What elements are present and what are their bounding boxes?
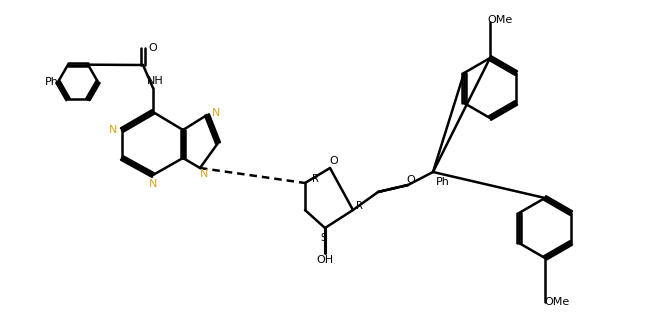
Text: O: O [330,156,338,166]
Text: O: O [149,43,157,53]
Text: O: O [407,175,415,185]
Text: OMe: OMe [545,297,569,307]
Text: N: N [149,179,157,189]
Text: Ph: Ph [436,177,450,187]
Text: N: N [109,125,117,135]
Text: N: N [200,169,208,179]
Text: S: S [320,233,326,243]
Text: OH: OH [317,255,334,265]
Text: NH: NH [147,76,163,86]
Text: OMe: OMe [487,15,513,25]
Text: Ph: Ph [45,77,59,87]
Text: R: R [356,201,362,211]
Text: R: R [311,174,319,184]
Text: N: N [212,108,220,118]
